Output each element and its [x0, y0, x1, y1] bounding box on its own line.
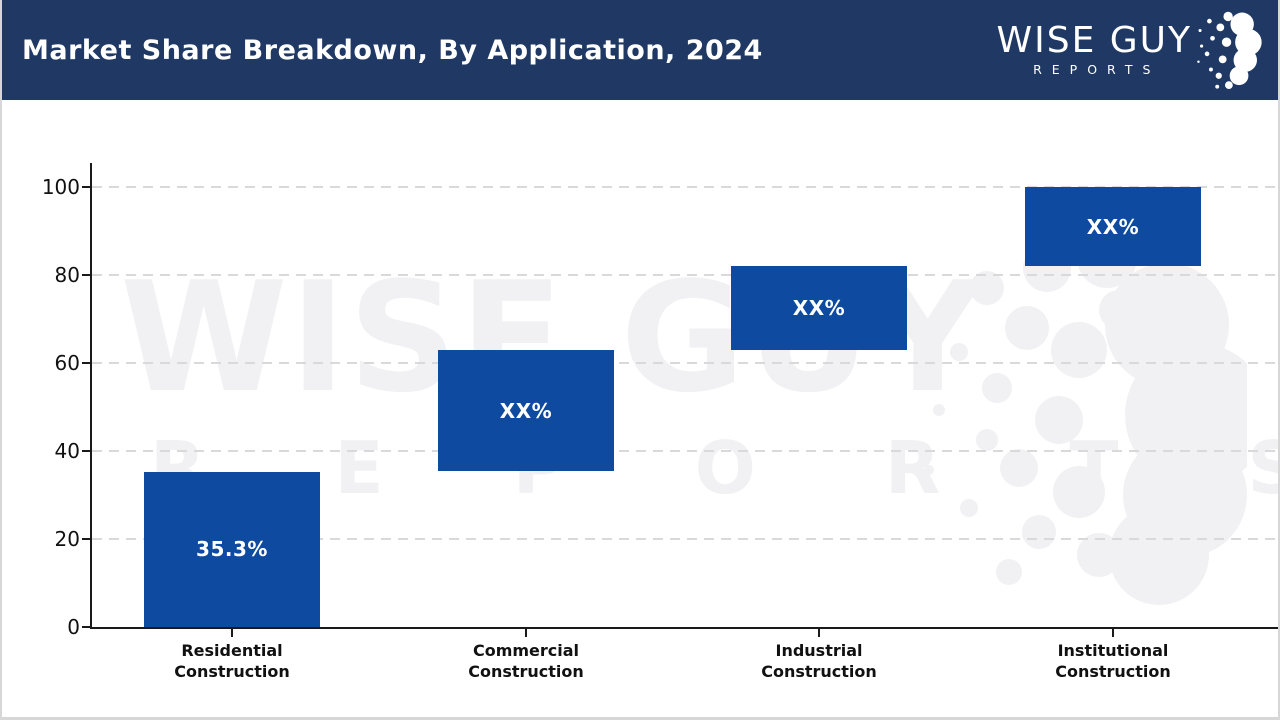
y-tick-label: 40: [54, 438, 80, 463]
x-tick-label: Residential Construction: [174, 641, 290, 682]
logo-tagline: REPORTS: [1033, 62, 1161, 77]
bar: XX%: [438, 350, 614, 472]
header: Market Share Breakdown, By Application, …: [2, 0, 1278, 100]
y-tick-label: 100: [41, 174, 80, 199]
logo-face-icon: [1197, 11, 1262, 89]
gridline: [92, 361, 1278, 364]
gridline: [92, 537, 1278, 540]
x-tick-mark: [525, 629, 527, 637]
y-tick-mark: [82, 537, 90, 540]
bar-value-label: 35.3%: [196, 537, 268, 562]
x-tick-label: Industrial Construction: [761, 641, 877, 682]
gridline: [92, 273, 1278, 276]
bar-value-label: XX%: [792, 296, 846, 321]
y-tick-label: 0: [67, 615, 80, 639]
gridline: [92, 449, 1278, 452]
bar: XX%: [731, 265, 907, 351]
x-tick-mark: [231, 629, 233, 637]
y-tick-label: 60: [54, 350, 80, 375]
y-tick-mark: [82, 361, 90, 364]
bar-value-label: XX%: [1086, 214, 1140, 239]
y-tick-mark: [82, 449, 90, 452]
x-tick-label: Commercial Construction: [468, 641, 584, 682]
chart-title: Market Share Breakdown, By Application, …: [22, 34, 763, 66]
bar-value-label: XX%: [499, 398, 553, 423]
x-tick-mark: [1112, 629, 1114, 637]
x-tick-mark: [818, 629, 820, 637]
bar: 35.3%: [144, 471, 320, 627]
gridline: [92, 185, 1278, 188]
y-tick-mark: [82, 273, 90, 276]
x-axis-spine: [90, 627, 1278, 629]
brand-logo: WISE GUY REPORTS: [997, 7, 1265, 93]
y-tick-label: 20: [54, 526, 80, 551]
x-tick-label: Institutional Construction: [1055, 641, 1171, 682]
y-axis-spine: [90, 163, 92, 629]
bar: XX%: [1025, 187, 1201, 266]
y-tick-mark: [82, 185, 90, 188]
y-tick-mark: [82, 626, 90, 628]
logo-wordmark: WISE GUY: [996, 20, 1192, 61]
y-tick-label: 80: [54, 262, 80, 287]
